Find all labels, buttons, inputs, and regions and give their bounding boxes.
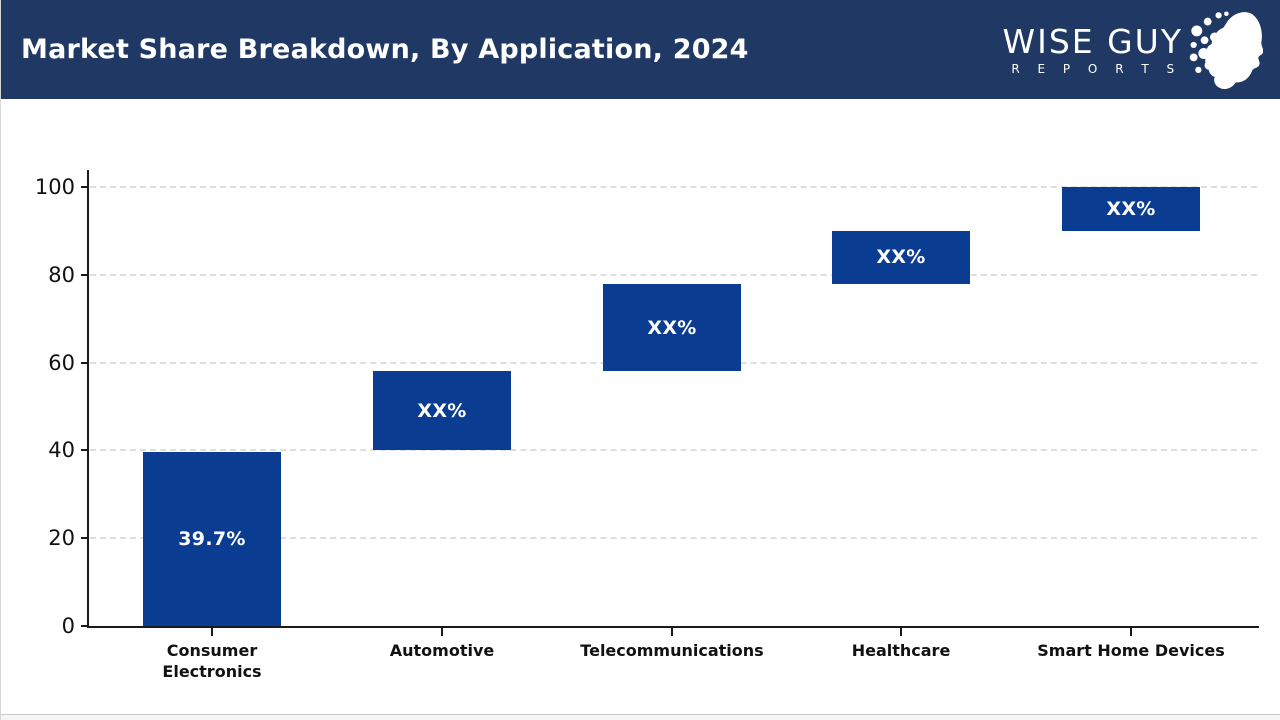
y-tick-mark bbox=[81, 186, 89, 189]
x-tick-mark bbox=[1130, 628, 1132, 636]
x-tick-label-telecommunications: Telecommunications bbox=[580, 641, 764, 660]
gridline-y20 bbox=[90, 537, 1257, 540]
y-tick-label: 20 bbox=[48, 526, 75, 551]
brand-logo: WISE GUY R E P O R T S bbox=[1002, 0, 1267, 99]
header-bar: Market Share Breakdown, By Application, … bbox=[1, 0, 1280, 99]
brand-name: WISE GUY bbox=[1002, 21, 1183, 61]
x-tick-mark bbox=[441, 628, 443, 636]
x-tick-label-consumer-electronics: Consumer Electronics bbox=[162, 641, 262, 681]
x-tick-label-healthcare: Healthcare bbox=[851, 641, 951, 660]
y-tick-label: 60 bbox=[48, 350, 75, 375]
y-tick-label: 40 bbox=[48, 438, 75, 463]
y-tick-label: 80 bbox=[48, 262, 75, 287]
bar-value-label: XX% bbox=[417, 399, 467, 422]
plot-area: 0 20 40 60 80 100 39.7% XX% XX% XX% XX% Consumer El… bbox=[1, 99, 1280, 714]
bar-automotive: XX% bbox=[373, 371, 511, 451]
gridline-y100 bbox=[90, 186, 1257, 189]
y-tick-mark bbox=[81, 537, 89, 540]
x-tick-label-automotive: Automotive bbox=[389, 641, 495, 660]
bar-consumer-electronics: 39.7% bbox=[143, 451, 281, 626]
bar-value-label: XX% bbox=[647, 316, 697, 339]
y-tick-label: 100 bbox=[34, 175, 75, 200]
x-tick-mark bbox=[211, 628, 213, 636]
chart-title: Market Share Breakdown, By Application, … bbox=[21, 34, 749, 65]
y-tick-mark bbox=[81, 449, 89, 452]
y-axis-line bbox=[87, 169, 89, 628]
gridline-y40 bbox=[90, 449, 1257, 452]
y-tick-mark bbox=[81, 273, 89, 276]
x-axis-line bbox=[87, 626, 1259, 628]
bar-value-label: XX% bbox=[876, 246, 926, 269]
x-tick-mark bbox=[900, 628, 902, 636]
footer-strip bbox=[1, 714, 1280, 720]
brand-head-icon bbox=[1189, 10, 1263, 89]
brand-subname: R E P O R T S bbox=[1011, 61, 1182, 76]
x-tick-mark bbox=[671, 628, 673, 636]
y-tick-mark bbox=[81, 625, 89, 627]
bar-telecommunications: XX% bbox=[603, 283, 741, 372]
bar-smart-home-devices: XX% bbox=[1062, 187, 1200, 231]
y-tick-label: 0 bbox=[61, 614, 75, 638]
bar-value-label: XX% bbox=[1106, 198, 1156, 221]
gridline-y80 bbox=[90, 273, 1257, 276]
bar-healthcare: XX% bbox=[832, 230, 970, 284]
brand-logo-text: WISE GUY R E P O R T S bbox=[1002, 25, 1183, 75]
y-tick-mark bbox=[81, 361, 89, 364]
bar-value-label: 39.7% bbox=[178, 527, 246, 550]
x-tick-label-smart-home-devices: Smart Home Devices bbox=[1037, 641, 1225, 660]
